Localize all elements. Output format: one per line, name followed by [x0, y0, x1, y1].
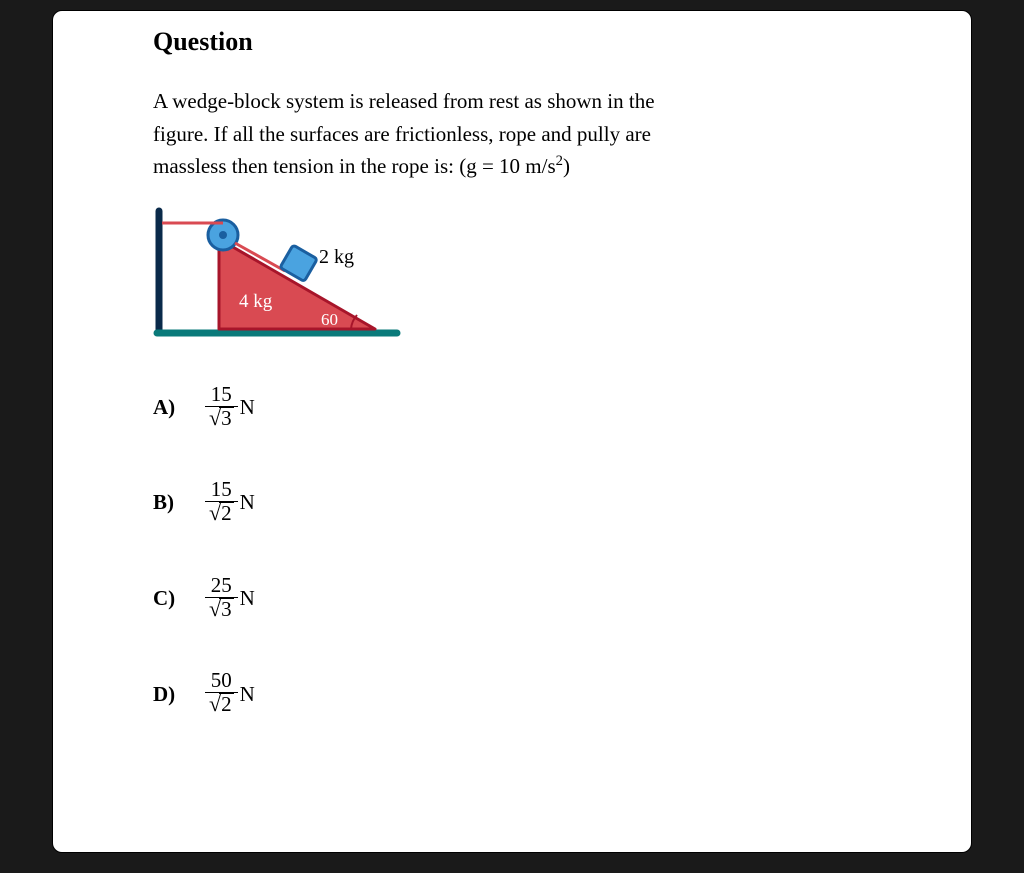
- option-d-unit: N: [240, 682, 255, 707]
- svg-text:60: 60: [321, 310, 338, 329]
- option-d-denominator: 2: [205, 693, 238, 719]
- body-line-1: A wedge-block system is released from re…: [153, 89, 655, 113]
- option-d-radicand: 2: [219, 693, 234, 715]
- svg-text:2 kg: 2 kg: [319, 246, 354, 268]
- sqrt-icon: 2: [209, 693, 234, 719]
- option-b-numerator: 15: [205, 477, 238, 502]
- option-d-fraction: 50 2: [205, 668, 238, 720]
- question-heading: Question: [153, 27, 891, 57]
- option-b-denominator: 2: [205, 502, 238, 528]
- body-line-3-pre: massless then tension in the rope is: (g…: [153, 154, 556, 178]
- option-b: B) 15 2 N: [153, 477, 891, 529]
- option-b-unit: N: [240, 490, 255, 515]
- option-c: C) 25 3 N: [153, 573, 891, 625]
- option-c-unit: N: [240, 586, 255, 611]
- option-a-numerator: 15: [205, 382, 238, 407]
- svg-text:4 kg: 4 kg: [239, 291, 273, 312]
- option-c-denominator: 3: [205, 598, 238, 624]
- sqrt-icon: 3: [209, 407, 234, 433]
- option-a-label: A): [153, 395, 183, 420]
- wedge-diagram-svg: 4 kg 60 2 kg: [147, 201, 407, 351]
- question-card: Question A wedge-block system is release…: [52, 10, 972, 853]
- option-c-radicand: 3: [219, 598, 234, 620]
- question-body: A wedge-block system is released from re…: [153, 85, 891, 183]
- option-a: A) 15 3 N: [153, 382, 891, 434]
- content-area: Question A wedge-block system is release…: [53, 27, 971, 720]
- option-c-fraction: 25 3: [205, 573, 238, 625]
- body-line-3-post: ): [563, 154, 570, 178]
- option-a-fraction: 15 3: [205, 382, 238, 434]
- option-d: D) 50 2 N: [153, 668, 891, 720]
- body-line-3-sup: 2: [556, 153, 563, 169]
- option-c-numerator: 25: [205, 573, 238, 598]
- option-b-label: B): [153, 490, 183, 515]
- option-a-unit: N: [240, 395, 255, 420]
- option-a-denominator: 3: [205, 407, 238, 433]
- option-b-radicand: 2: [219, 502, 234, 524]
- sqrt-icon: 2: [209, 502, 234, 528]
- body-line-2: figure. If all the surfaces are friction…: [153, 122, 651, 146]
- option-d-label: D): [153, 682, 183, 707]
- options-list: A) 15 3 N B) 15 2 N: [153, 382, 891, 720]
- sqrt-icon: 3: [209, 598, 234, 624]
- option-d-numerator: 50: [205, 668, 238, 693]
- option-c-label: C): [153, 586, 183, 611]
- physics-figure: 4 kg 60 2 kg: [147, 201, 891, 356]
- option-a-radicand: 3: [219, 407, 234, 429]
- option-b-fraction: 15 2: [205, 477, 238, 529]
